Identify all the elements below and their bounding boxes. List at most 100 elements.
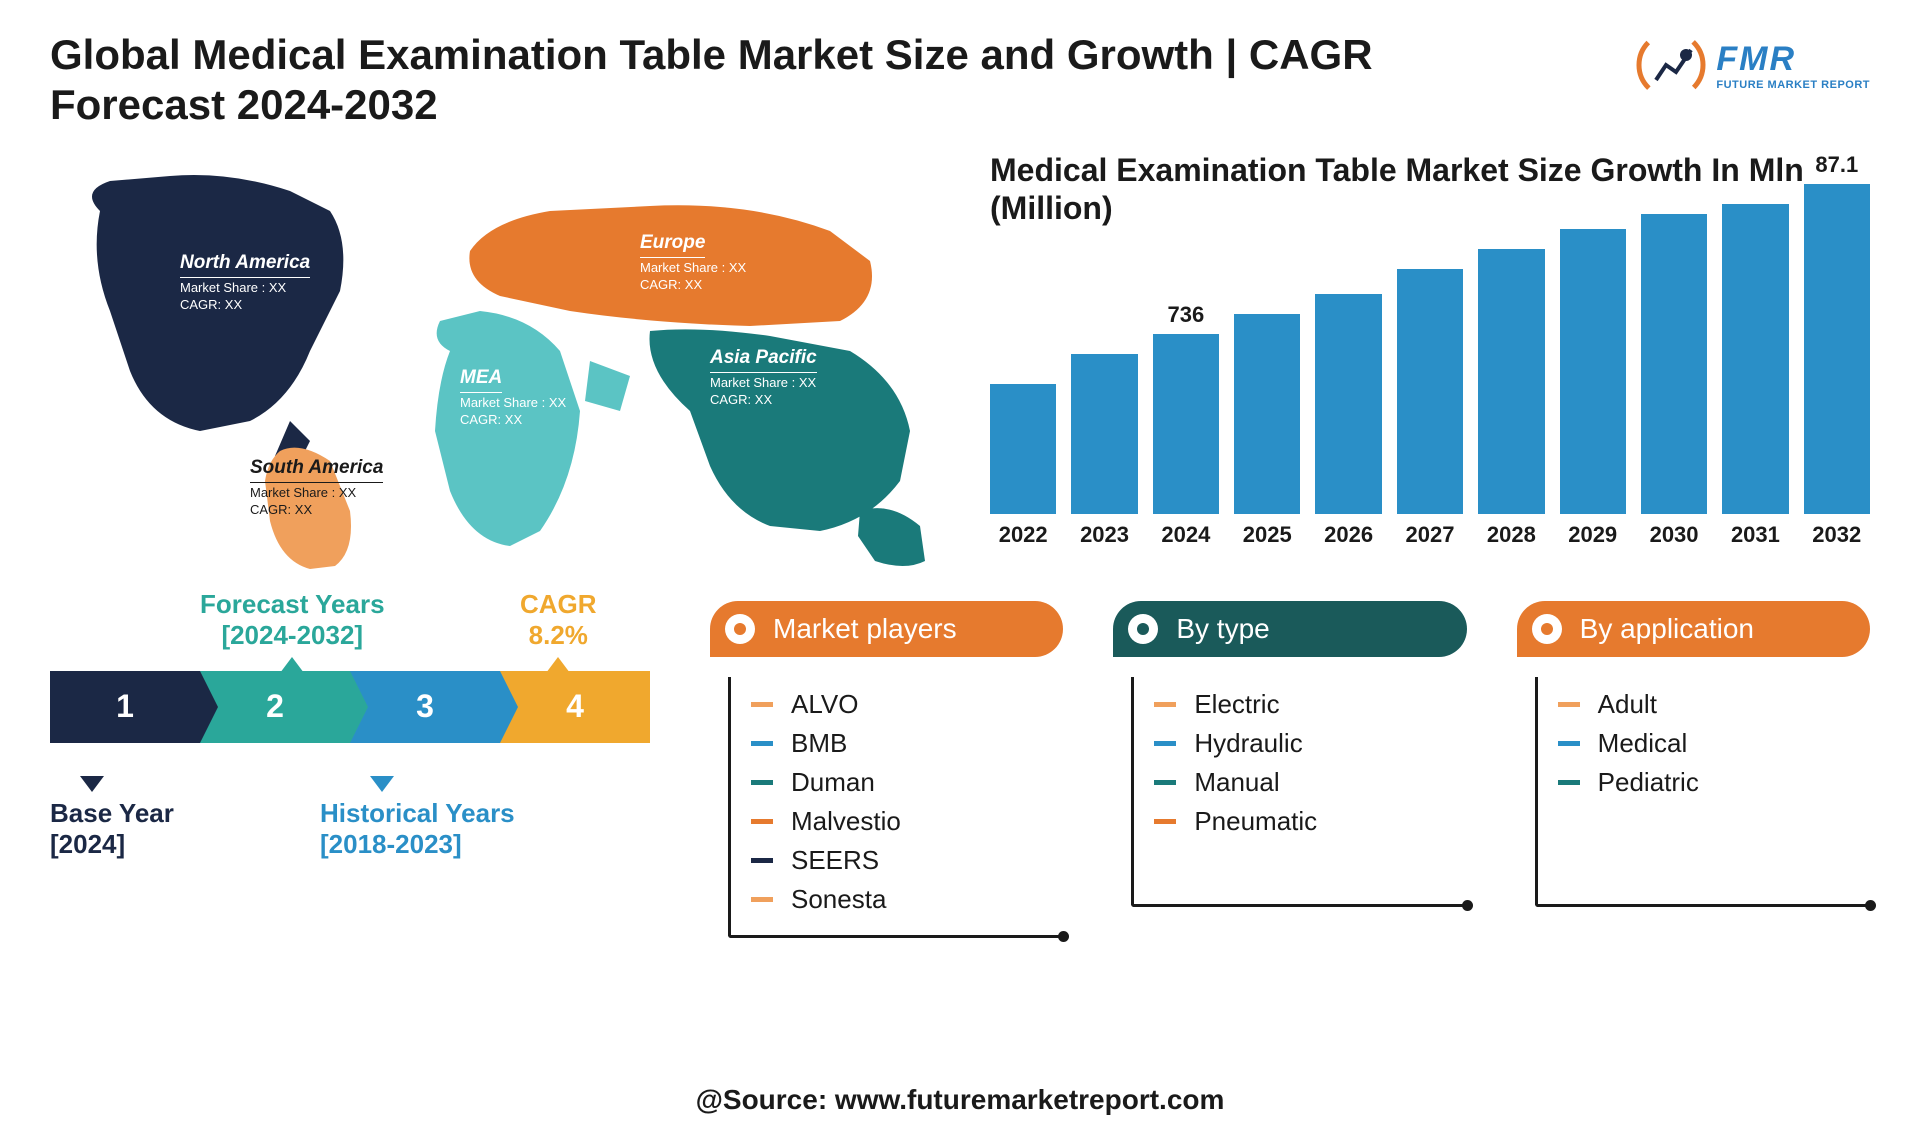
bar-rect <box>1071 354 1137 514</box>
bar-year: 2032 <box>1812 522 1861 548</box>
info-list: Electric Hydraulic Manual Pneumatic <box>1131 677 1466 907</box>
page-title: Global Medical Examination Table Market … <box>50 30 1450 131</box>
bar-2030: 2030 <box>1641 182 1707 548</box>
info-item: ALVO <box>751 689 1063 720</box>
bar-year: 2030 <box>1650 522 1699 548</box>
dash-icon <box>751 897 773 902</box>
dash-icon <box>1154 741 1176 746</box>
cagr-label: CAGR8.2% <box>520 589 597 673</box>
info-item-label: SEERS <box>791 845 879 876</box>
bar-rect <box>1804 184 1870 514</box>
region-eu: Europe Market Share : XX CAGR: XX <box>640 231 746 294</box>
forecast-label: Forecast Years[2024-2032] <box>200 589 385 673</box>
info-item: Hydraulic <box>1154 728 1466 759</box>
dash-icon <box>751 741 773 746</box>
info-item-label: Hydraulic <box>1194 728 1302 759</box>
dash-icon <box>1154 819 1176 824</box>
dash-icon <box>1558 741 1580 746</box>
info-item: Manual <box>1154 767 1466 798</box>
bar-year: 2024 <box>1161 522 1210 548</box>
bar-2032: 87.1 2032 <box>1804 152 1870 548</box>
region-ap: Asia Pacific Market Share : XX CAGR: XX <box>710 346 817 409</box>
info-item-label: Malvestio <box>791 806 901 837</box>
region-na: North America Market Share : XX CAGR: XX <box>180 251 310 314</box>
base-year-label: Base Year[2024] <box>50 776 174 860</box>
bar-year: 2029 <box>1568 522 1617 548</box>
bar-rect <box>1153 334 1219 514</box>
bullet-icon <box>1532 614 1562 644</box>
info-item-label: Medical <box>1598 728 1688 759</box>
info-item: Duman <box>751 767 1063 798</box>
bar-value: 87.1 <box>1815 152 1858 178</box>
info-item-label: ALVO <box>791 689 858 720</box>
info-title: By application <box>1580 613 1754 645</box>
info-item-label: Sonesta <box>791 884 886 915</box>
info-header: Market players <box>710 601 1063 657</box>
info-item-label: Electric <box>1194 689 1279 720</box>
info-item: Medical <box>1558 728 1870 759</box>
bar-year: 2025 <box>1243 522 1292 548</box>
dash-icon <box>751 702 773 707</box>
info-col-0: Market players ALVO BMB Duman Malvestio SEER… <box>710 601 1063 938</box>
bar-year: 2028 <box>1487 522 1536 548</box>
info-item-label: Duman <box>791 767 875 798</box>
logo-subtitle: FUTURE MARKET REPORT <box>1716 79 1870 91</box>
region-sa: South America Market Share : XX CAGR: XX <box>250 456 383 519</box>
bar-year: 2031 <box>1731 522 1780 548</box>
info-header: By type <box>1113 601 1466 657</box>
source-attribution: @Source: www.futuremarketreport.com <box>696 1084 1225 1116</box>
info-header: By application <box>1517 601 1870 657</box>
info-item: BMB <box>751 728 1063 759</box>
fmr-logo-icon <box>1636 30 1706 100</box>
bar-rect <box>1641 214 1707 514</box>
bar-rect <box>1478 249 1544 514</box>
dash-icon <box>1154 780 1176 785</box>
info-col-1: By type Electric Hydraulic Manual Pneumatic <box>1113 601 1466 938</box>
info-item: Adult <box>1558 689 1870 720</box>
timeline-seg-3: 3 <box>350 671 500 743</box>
world-map: North America Market Share : XX CAGR: XX… <box>50 151 950 571</box>
info-list: ALVO BMB Duman Malvestio SEERS Sonesta <box>728 677 1063 938</box>
info-item: Electric <box>1154 689 1466 720</box>
bar-year: 2023 <box>1080 522 1129 548</box>
info-item: Malvestio <box>751 806 1063 837</box>
info-item: SEERS <box>751 845 1063 876</box>
region-mea: MEA Market Share : XX CAGR: XX <box>460 366 566 429</box>
timeline-seg-2: 2 <box>200 671 350 743</box>
bar-value: 736 <box>1168 302 1205 328</box>
bar-rect <box>1722 204 1788 514</box>
bar-rect <box>990 384 1056 514</box>
bar-2029: 2029 <box>1560 197 1626 548</box>
bar-2028: 2028 <box>1478 217 1544 548</box>
info-item: Sonesta <box>751 884 1063 915</box>
info-item-label: Adult <box>1598 689 1657 720</box>
bar-2025: 2025 <box>1234 282 1300 548</box>
bar-2026: 2026 <box>1315 262 1381 548</box>
bar-2031: 2031 <box>1722 172 1788 548</box>
info-item-label: Pediatric <box>1598 767 1699 798</box>
info-item-label: BMB <box>791 728 847 759</box>
info-item: Pneumatic <box>1154 806 1466 837</box>
bar-rect <box>1397 269 1463 514</box>
info-item: Pediatric <box>1558 767 1870 798</box>
info-title: By type <box>1176 613 1269 645</box>
bar-rect <box>1560 229 1626 514</box>
bar-2022: 2022 <box>990 352 1056 548</box>
bar-2024: 736 2024 <box>1153 302 1219 548</box>
bar-year: 2022 <box>999 522 1048 548</box>
dash-icon <box>751 780 773 785</box>
dash-icon <box>751 819 773 824</box>
timeline: Forecast Years[2024-2032] CAGR8.2% 1234 … <box>50 601 650 743</box>
info-col-2: By application Adult Medical Pediatric <box>1517 601 1870 938</box>
dash-icon <box>1558 702 1580 707</box>
dash-icon <box>1154 702 1176 707</box>
bar-year: 2027 <box>1406 522 1455 548</box>
bullet-icon <box>725 614 755 644</box>
timeline-seg-1: 1 <box>50 671 200 743</box>
info-item-label: Manual <box>1194 767 1279 798</box>
bar-rect <box>1315 294 1381 514</box>
historical-label: Historical Years[2018-2023] <box>320 776 515 860</box>
info-list: Adult Medical Pediatric <box>1535 677 1870 907</box>
info-item-label: Pneumatic <box>1194 806 1317 837</box>
logo: FMR FUTURE MARKET REPORT <box>1636 30 1870 100</box>
